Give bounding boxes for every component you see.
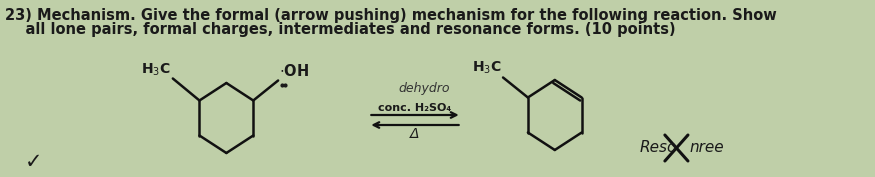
Text: H$_3$C: H$_3$C [142, 61, 171, 78]
Text: $\cdot$OH: $\cdot$OH [279, 64, 309, 79]
Text: 23) Mechanism. Give the formal (arrow pushing) mechanism for the following react: 23) Mechanism. Give the formal (arrow pu… [5, 8, 777, 23]
Text: nree: nree [690, 141, 724, 156]
Text: Δ: Δ [410, 127, 420, 141]
Text: Reso: Reso [639, 141, 676, 156]
Text: all lone pairs, formal charges, intermediates and resonance forms. (10 points): all lone pairs, formal charges, intermed… [5, 22, 676, 37]
Text: conc. H₂SO₄: conc. H₂SO₄ [378, 103, 452, 113]
Text: H$_3$C: H$_3$C [472, 60, 501, 76]
Text: ✓: ✓ [24, 152, 42, 172]
Text: dehydro: dehydro [398, 82, 450, 95]
